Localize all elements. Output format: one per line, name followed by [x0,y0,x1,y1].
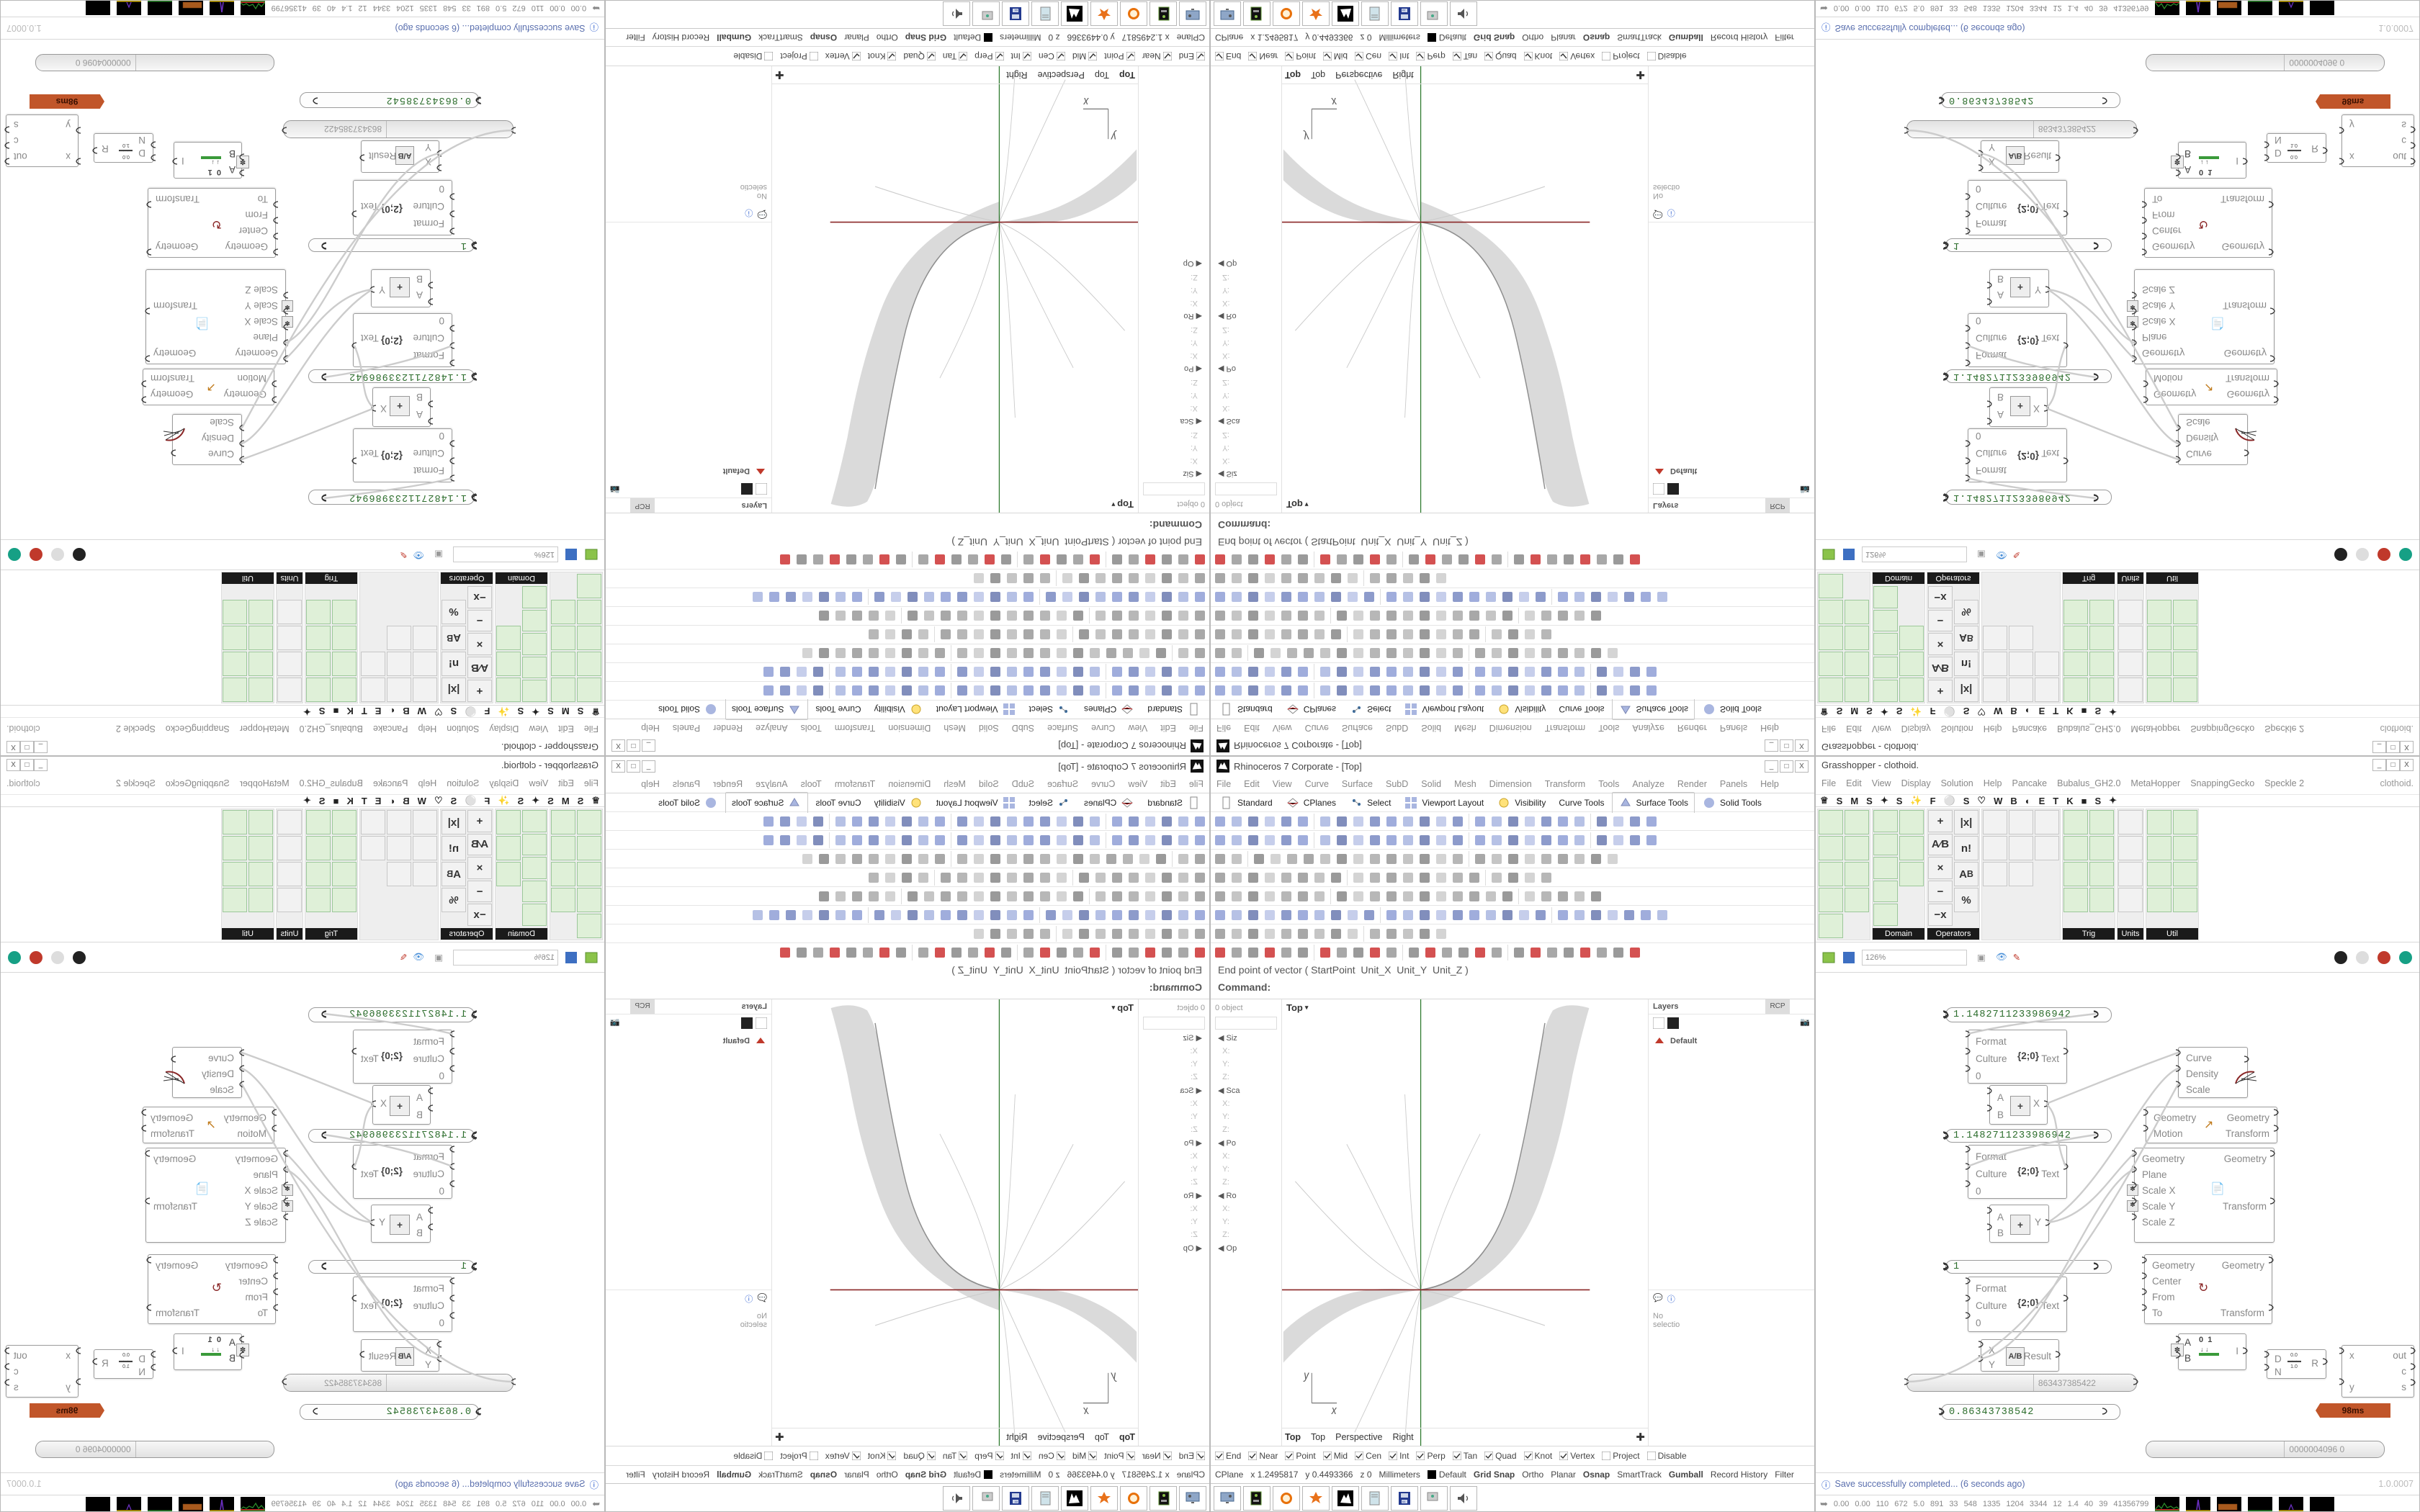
svg-text:x: x [1083,95,1089,108]
svg-text:64: 64 [1402,1500,1406,1503]
svg-text:x: x [1083,1404,1089,1417]
svg-text:64: 64 [1014,1500,1018,1503]
svg-text:y: y [1303,130,1309,143]
svg-text:y: y [1111,1369,1117,1382]
svg-text:y: y [1303,1369,1309,1382]
svg-text:y: y [1111,130,1117,143]
svg-text:x: x [1331,95,1337,108]
svg-text:x: x [1331,1404,1337,1417]
svg-text:64: 64 [1402,9,1406,12]
svg-text:64: 64 [1014,9,1018,12]
